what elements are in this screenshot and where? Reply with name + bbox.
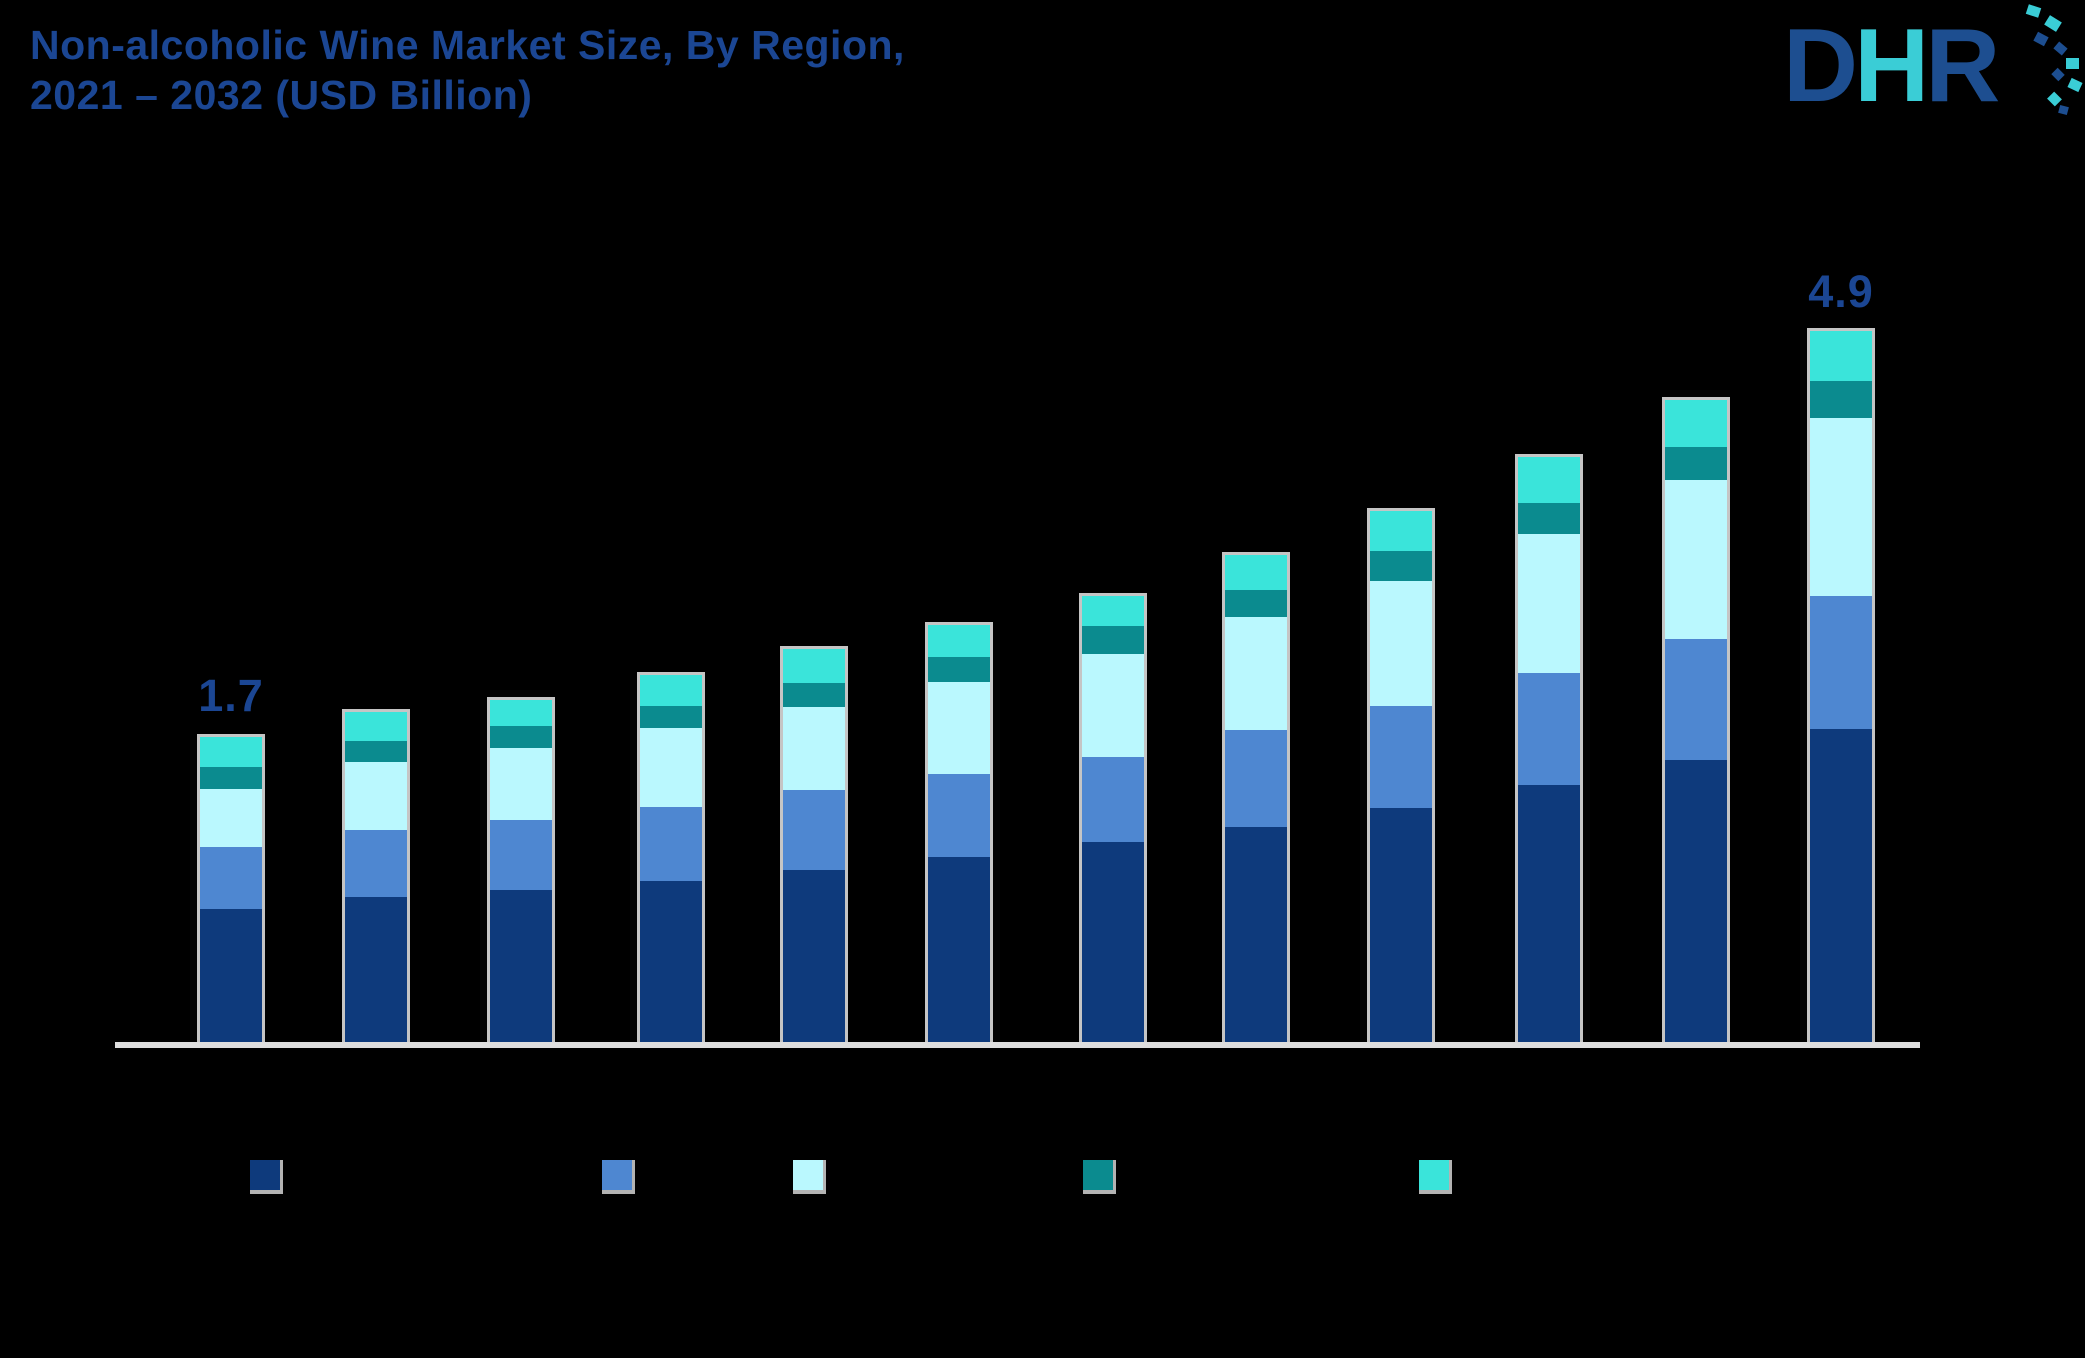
legend-swatch-5 [1419,1160,1452,1194]
bar-segment-region-segment-3 [1810,418,1872,596]
stacked-bar-5 [780,646,848,1042]
stacked-bar-4 [637,672,705,1042]
bar-segment-region-segment-2 [1665,639,1727,760]
chart-title: Non-alcoholic Wine Market Size, By Regio… [30,20,905,120]
bar-segment-region-segment-4 [1225,590,1287,617]
bar-segment-region-segment-4 [1810,381,1872,418]
bar-segment-region-segment-1-bottom [640,881,702,1042]
bar-segment-region-segment-4 [1370,551,1432,581]
dhr-logo: D H R [1783,4,2083,134]
bar-segment-region-segment-2 [490,820,552,890]
stacked-bar-1 [197,734,265,1042]
bar-segment-region-segment-5-top [1082,596,1144,626]
logo-letter-h: H [1854,8,1929,124]
bar-segment-region-segment-4 [1518,503,1580,534]
bar-segment-region-segment-2 [345,830,407,897]
bar-segment-region-segment-3 [1225,617,1287,730]
bar-segment-region-segment-4 [200,767,262,789]
bar-segment-region-segment-1-bottom [1518,785,1580,1042]
bar-segment-region-segment-5-top [928,625,990,657]
legend-swatch-2 [602,1160,635,1194]
stacked-bar-9 [1367,508,1435,1042]
bar-segment-region-segment-1-bottom [1225,827,1287,1042]
logo-letter-d: D [1783,8,1858,124]
bar-segment-region-segment-4 [490,726,552,748]
chart-title-line2: 2021 – 2032 (USD Billion) [30,72,533,119]
bar-segment-region-segment-5-top [783,649,845,683]
bar-segment-region-segment-5-top [1810,331,1872,381]
bar-segment-region-segment-4 [928,657,990,682]
bar-segment-region-segment-2 [783,790,845,870]
logo-letter-r: R [1925,8,2000,124]
stacked-bar-2 [342,709,410,1042]
bar-segment-region-segment-2 [1082,757,1144,842]
stacked-bar-7 [1079,593,1147,1042]
bar-segment-region-segment-4 [345,741,407,762]
bar-segment-region-segment-2 [928,774,990,857]
bar-segment-region-segment-5-top [345,712,407,741]
bar-segment-region-segment-2 [1810,596,1872,729]
bar-segment-region-segment-1-bottom [1810,729,1872,1042]
bar-segment-region-segment-5-top [640,675,702,706]
x-axis-baseline [115,1042,1920,1048]
stacked-bar-3 [487,697,555,1042]
bar-segment-region-segment-3 [640,728,702,807]
bar-segment-region-segment-2 [640,807,702,881]
logo-dots-icon [2066,58,2079,69]
stacked-bar-6 [925,622,993,1042]
bar-segment-region-segment-1-bottom [200,909,262,1042]
bar-segment-region-segment-2 [1518,673,1580,785]
stacked-bar-10 [1515,454,1583,1042]
stacked-bar-8 [1222,552,1290,1042]
bar-segment-region-segment-5-top [1225,555,1287,590]
bar-segment-region-segment-3 [490,748,552,820]
dhr-logo-letters: D H R [1783,14,2083,118]
legend-swatch-1 [250,1160,283,1194]
bar-segment-region-segment-4 [1082,626,1144,654]
bar-segment-region-segment-5-top [1370,511,1432,551]
value-label-last-bar: 4.9 [1808,266,1874,317]
bar-segment-region-segment-3 [928,682,990,774]
bar-segment-region-segment-3 [1665,480,1727,639]
stacked-bar-12 [1807,328,1875,1042]
bar-segment-region-segment-3 [345,762,407,830]
bar-segment-region-segment-3 [1518,534,1580,673]
bar-segment-region-segment-4 [640,706,702,728]
stacked-bar-11 [1662,397,1730,1042]
bar-segment-region-segment-5-top [1518,457,1580,503]
bar-segment-region-segment-1-bottom [928,857,990,1042]
bar-segment-region-segment-2 [200,847,262,909]
bar-segment-region-segment-2 [1370,706,1432,808]
bar-segment-region-segment-3 [1082,654,1144,757]
bar-segment-region-segment-4 [1665,447,1727,480]
bar-segment-region-segment-3 [200,789,262,847]
bar-segment-region-segment-3 [1370,581,1432,706]
legend-swatch-3 [793,1160,826,1194]
bar-segment-region-segment-5-top [1665,400,1727,447]
bar-segment-region-segment-1-bottom [345,897,407,1042]
bar-segment-region-segment-1-bottom [1370,808,1432,1042]
bar-segment-region-segment-2 [1225,730,1287,827]
bar-segment-region-segment-1-bottom [1082,842,1144,1042]
value-label-first-bar: 1.7 [198,670,264,721]
bar-segment-region-segment-1-bottom [1665,760,1727,1042]
chart-title-line1: Non-alcoholic Wine Market Size, By Regio… [30,22,905,68]
bar-segment-region-segment-3 [783,707,845,790]
bar-segment-region-segment-1-bottom [783,870,845,1042]
bar-segment-region-segment-4 [783,683,845,707]
bar-segment-region-segment-1-bottom [490,890,552,1042]
bar-segment-region-segment-5-top [200,737,262,767]
bar-segment-region-segment-5-top [490,700,552,726]
legend-swatch-4 [1083,1160,1116,1194]
